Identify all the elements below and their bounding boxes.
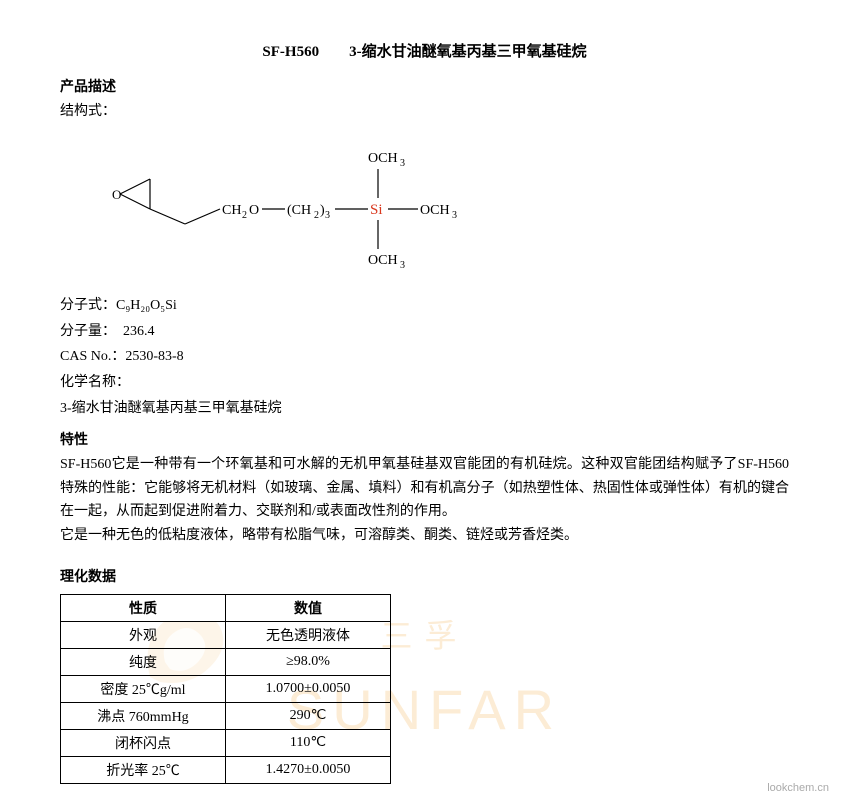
svg-text:3: 3 bbox=[452, 210, 457, 221]
table-cell: 外观 bbox=[61, 621, 226, 648]
properties-para2: 它是一种无色的低粘度液体，略带有松脂气味，可溶醇类、酮类、链烃或芳香烃类。 bbox=[60, 524, 789, 548]
table-cell: 闭杯闪点 bbox=[61, 729, 226, 756]
cas-number: CAS No.：2530-83-8 bbox=[60, 345, 789, 369]
svg-text:3: 3 bbox=[400, 260, 405, 271]
table-row: 密度 25℃g/ml1.0700±0.0050 bbox=[61, 675, 391, 702]
svg-text:(CH: (CH bbox=[287, 203, 311, 218]
table-row: 外观无色透明液体 bbox=[61, 621, 391, 648]
svg-text:OCH: OCH bbox=[420, 203, 450, 218]
svg-text:CH: CH bbox=[222, 203, 241, 218]
table-row: 闭杯闪点110℃ bbox=[61, 729, 391, 756]
svg-text:OCH: OCH bbox=[368, 253, 398, 268]
svg-text:O: O bbox=[249, 203, 259, 218]
table-cell: ≥98.0% bbox=[226, 648, 391, 675]
svg-text:3: 3 bbox=[325, 210, 330, 221]
table-row: 纯度≥98.0% bbox=[61, 648, 391, 675]
physicochemical-table: 性质 数值 外观无色透明液体纯度≥98.0%密度 25℃g/ml1.0700±0… bbox=[60, 594, 391, 784]
molecular-formula: 分子式：C₉H₂₀O₅Si bbox=[60, 294, 789, 318]
table-cell: 沸点 760mmHg bbox=[61, 702, 226, 729]
svg-text:2: 2 bbox=[314, 210, 319, 221]
table-cell: 1.4270±0.0050 bbox=[226, 756, 391, 783]
chem-name-value: 3-缩水甘油醚氧基丙基三甲氧基硅烷 bbox=[60, 397, 789, 421]
svg-text:2: 2 bbox=[242, 210, 247, 221]
table-cell: 无色透明液体 bbox=[226, 621, 391, 648]
table-header-property: 性质 bbox=[61, 594, 226, 621]
properties-para1: SF-H560它是一种带有一个环氧基和可水解的无机甲氧基硅基双官能团的有机硅烷。… bbox=[60, 453, 789, 524]
structural-formula: O CH 2 O (CH 2 ) 3 Si OCH 3 OCH bbox=[100, 134, 789, 279]
svg-text:Si: Si bbox=[370, 202, 383, 218]
section1-heading: 产品描述 bbox=[60, 76, 789, 96]
svg-text:O: O bbox=[112, 187, 121, 202]
table-cell: 110℃ bbox=[226, 729, 391, 756]
table-cell: 密度 25℃g/ml bbox=[61, 675, 226, 702]
structure-label: 结构式： bbox=[60, 100, 789, 124]
table-cell: 1.0700±0.0050 bbox=[226, 675, 391, 702]
table-cell: 纯度 bbox=[61, 648, 226, 675]
section3-heading: 理化数据 bbox=[60, 566, 789, 586]
svg-text:3: 3 bbox=[400, 158, 405, 169]
table-cell: 290℃ bbox=[226, 702, 391, 729]
table-cell: 折光率 25℃ bbox=[61, 756, 226, 783]
chem-name-label: 化学名称： bbox=[60, 371, 789, 395]
table-row: 沸点 760mmHg290℃ bbox=[61, 702, 391, 729]
table-row: 折光率 25℃1.4270±0.0050 bbox=[61, 756, 391, 783]
molecular-weight: 分子量： 236.4 bbox=[60, 320, 789, 344]
section2-heading: 特性 bbox=[60, 429, 789, 449]
document-title: SF-H560 3-缩水甘油醚氧基丙基三甲氧基硅烷 bbox=[60, 40, 789, 61]
table-header-value: 数值 bbox=[226, 594, 391, 621]
svg-text:OCH: OCH bbox=[368, 151, 398, 166]
